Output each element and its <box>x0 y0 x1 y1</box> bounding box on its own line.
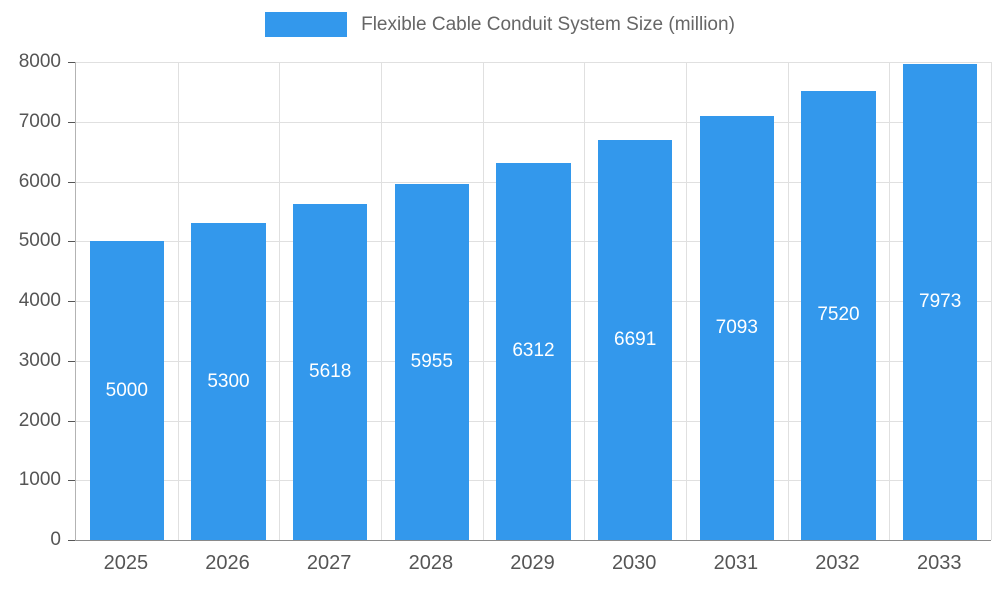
bar-value-label: 7093 <box>715 317 758 339</box>
bar: 5955 <box>394 184 469 540</box>
bar-value-label: 7973 <box>919 290 962 312</box>
y-tick-label: 2000 <box>18 409 61 431</box>
bar-slot: 5618 <box>279 62 381 540</box>
bar: 7973 <box>903 63 978 540</box>
bar-slot: 5000 <box>76 62 178 540</box>
y-tick-mark <box>68 480 75 482</box>
x-axis: 2025 2026 2027 2028 2029 2030 2031 2032 2033 <box>75 552 990 586</box>
x-tick-label: 2028 <box>408 552 454 574</box>
y-tick-mark <box>68 540 75 541</box>
legend-label: Flexible Cable Conduit System Size (mill… <box>361 13 735 35</box>
bar-value-label: 7520 <box>817 304 860 326</box>
y-tick-mark <box>68 360 75 362</box>
bar-slot: 6691 <box>584 62 686 540</box>
gridline-v <box>584 62 586 540</box>
gridline-v <box>787 62 789 540</box>
bar: 5300 <box>191 223 266 540</box>
bar-slot: 7520 <box>788 62 890 540</box>
y-tick-label: 7000 <box>18 110 61 132</box>
bar: 7093 <box>699 116 774 540</box>
gridline-v <box>482 62 484 540</box>
x-tick-label: 2033 <box>916 552 962 574</box>
bar-value-label: 5955 <box>410 351 453 373</box>
bar-value-label: 6312 <box>512 340 555 362</box>
bar: 5618 <box>293 204 368 540</box>
gridline-v <box>991 62 992 540</box>
x-tick-label: 2026 <box>205 552 250 574</box>
x-tick-label: 2025 <box>103 552 149 574</box>
y-tick-label: 5000 <box>18 230 61 252</box>
bar-slot: 5300 <box>178 62 280 540</box>
bar: 5000 <box>89 241 164 540</box>
x-tick-label: 2029 <box>510 552 555 574</box>
x-tick-label: 2027 <box>306 552 352 574</box>
y-tick-label: 1000 <box>18 469 61 491</box>
bar-slot: 5955 <box>381 62 483 540</box>
gridline-v <box>177 62 179 540</box>
y-tick-mark <box>68 301 75 302</box>
gridline-v <box>380 62 382 540</box>
bar-slot: 7973 <box>889 62 991 540</box>
bar-value-label: 6691 <box>614 329 657 351</box>
y-tick-label: 3000 <box>18 349 61 371</box>
bar: 7520 <box>801 90 876 540</box>
y-tick-mark <box>68 62 75 63</box>
bar-slot: 6312 <box>483 62 585 540</box>
y-axis: 0 1000 2000 3000 4000 5000 6000 7000 8000 <box>0 51 75 550</box>
x-tick-label: 2030 <box>611 552 657 574</box>
y-tick-label: 0 <box>50 529 61 550</box>
gridline-v <box>889 62 891 540</box>
gridline-h <box>76 62 991 63</box>
bar-value-label: 5300 <box>207 370 250 392</box>
bar: 6691 <box>598 140 673 540</box>
y-tick-label: 4000 <box>18 290 61 311</box>
plot-area: 5000 5300 5618 5955 6312 6691 7093 7520 7973 <box>75 62 992 541</box>
bar-slot: 7093 <box>686 62 788 540</box>
x-tick-label: 2031 <box>713 552 759 574</box>
legend: Flexible Cable Conduit System Size (mill… <box>0 12 1000 37</box>
bar: 6312 <box>496 162 571 540</box>
y-tick-mark <box>68 241 75 243</box>
gridline-h <box>76 121 991 123</box>
y-tick-label: 8000 <box>18 51 61 72</box>
gridline-v <box>279 62 281 540</box>
bar-value-label: 5000 <box>105 379 148 401</box>
y-tick-mark <box>68 121 75 123</box>
y-tick-mark <box>68 420 75 422</box>
legend-swatch <box>265 12 348 37</box>
x-tick-label: 2032 <box>815 552 860 574</box>
bar-value-label: 5618 <box>309 361 352 383</box>
gridline-v <box>685 62 687 540</box>
y-tick-label: 6000 <box>18 170 61 192</box>
y-tick-mark <box>68 181 75 183</box>
